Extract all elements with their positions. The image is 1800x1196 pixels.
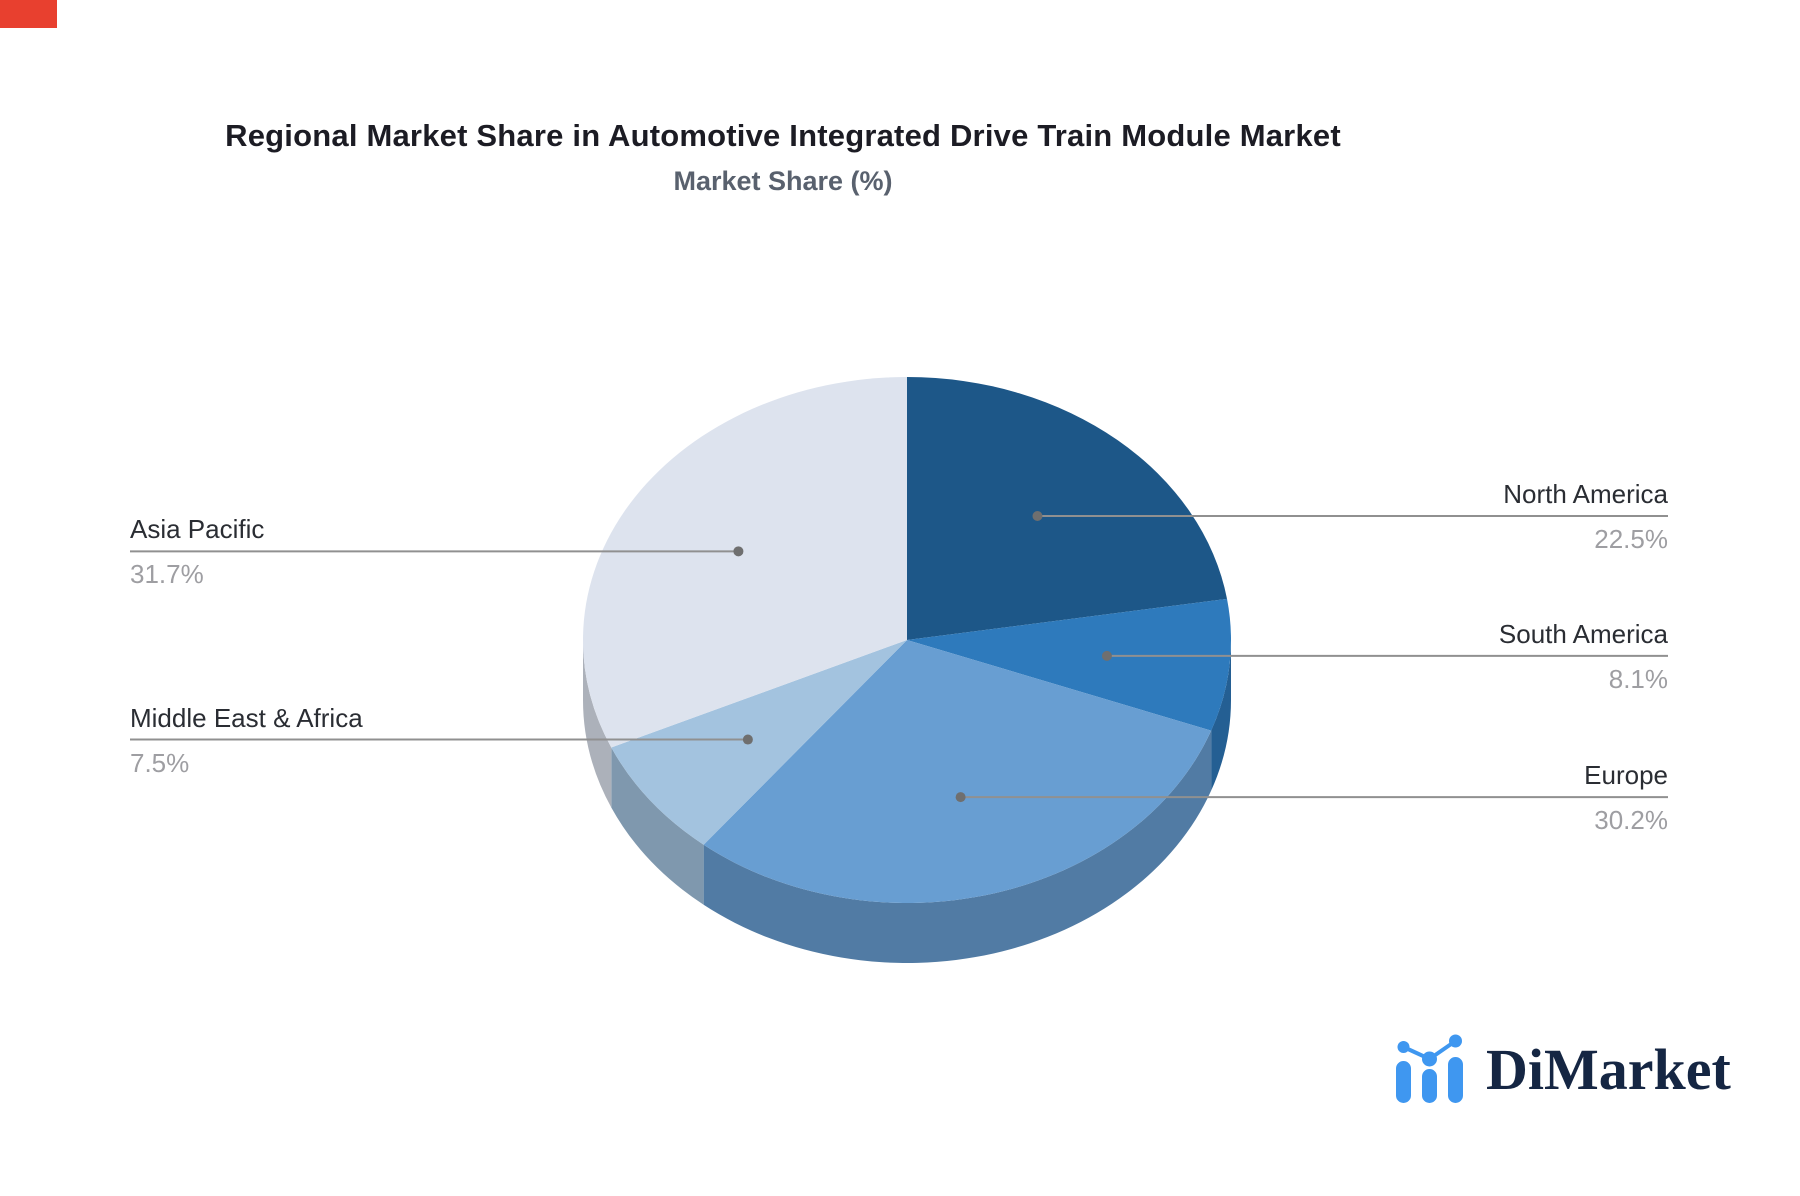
logo-text: DiMarket — [1486, 1037, 1731, 1102]
chart-title: Regional Market Share in Automotive Inte… — [225, 118, 1341, 153]
logo-bar-chart-icon — [1396, 1034, 1463, 1103]
logo-dot-3 — [1449, 1034, 1462, 1048]
pie-slice-middle-east-and-africa[interactable] — [611, 640, 907, 845]
slice-label-north-america: North America — [1503, 479, 1668, 509]
dimarket-logo: DiMarket — [1388, 1030, 1731, 1110]
slice-value-europe: 30.2% — [1594, 805, 1668, 836]
pie-slice-asia-pacific[interactable] — [583, 377, 907, 748]
leader-dot-middle-east-and-africa — [742, 734, 753, 745]
slice-value-middle-east-and-africa: 7.5% — [130, 747, 190, 778]
logo-bar-2 — [1422, 1069, 1437, 1103]
pie-slice-depth-asia-pacific — [583, 640, 612, 808]
logo-dot-2 — [1422, 1051, 1437, 1067]
leader-dot-south-america — [1101, 650, 1112, 661]
top-left-red-marker — [0, 0, 57, 28]
pie-slice-europe[interactable] — [703, 640, 1212, 903]
leader-dot-europe — [955, 792, 966, 803]
pie-slice-depth-south-america — [1211, 640, 1231, 791]
pie-slice-south-america[interactable] — [907, 598, 1231, 731]
pie-slice-north-america[interactable] — [907, 377, 1228, 640]
logo-dot-1 — [1397, 1041, 1410, 1053]
pie-slice-depth-middle-east-and-africa — [611, 747, 704, 905]
logo-bar-3 — [1448, 1057, 1463, 1103]
leader-dot-asia-pacific — [733, 546, 744, 557]
logo-bar-1 — [1396, 1061, 1411, 1103]
slice-label-south-america: South America — [1498, 618, 1668, 649]
slice-value-north-america: 22.5% — [1594, 524, 1668, 554]
slice-label-asia-pacific: Asia Pacific — [130, 514, 265, 545]
slice-label-europe: Europe — [1584, 760, 1668, 791]
slice-value-asia-pacific: 31.7% — [130, 559, 204, 590]
leader-dot-north-america — [1032, 511, 1043, 522]
pie-slice-depth-europe — [703, 730, 1212, 963]
chart-subtitle: Market Share (%) — [673, 166, 893, 196]
slice-value-south-america: 8.1% — [1608, 663, 1668, 694]
slice-label-middle-east-and-africa: Middle East & Africa — [130, 702, 363, 733]
